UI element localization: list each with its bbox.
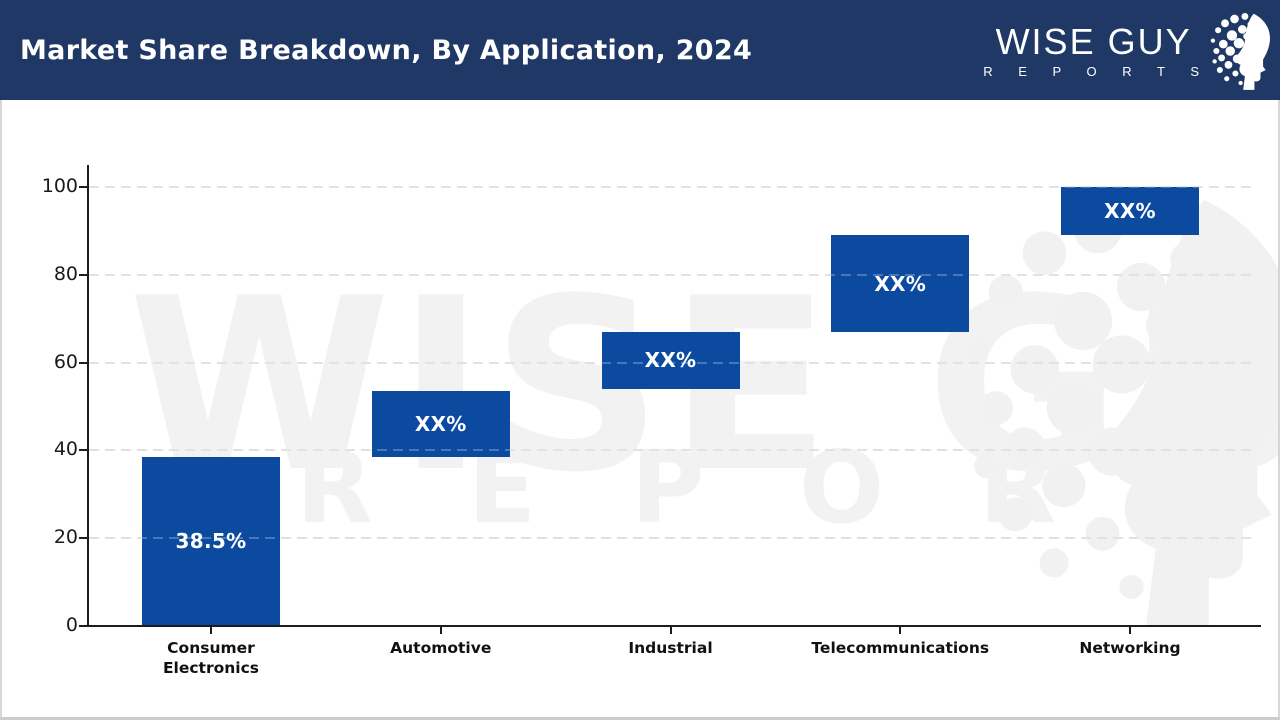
gridline-overlay-60 [89, 361, 1252, 364]
bar-value-label-industrial: XX% [644, 348, 697, 373]
bar-automotive: XX% [371, 391, 510, 457]
bar-networking: XX% [1061, 187, 1199, 236]
y-tick-0 [79, 625, 87, 627]
y-tick-label-40: 40 [53, 438, 78, 461]
gridline-40 [89, 449, 1252, 452]
gridline-overlay-100 [89, 186, 1252, 188]
bar-value-label-telecommunications: XX% [874, 271, 927, 296]
page-title: Market Share Breakdown, By Application, … [20, 34, 753, 66]
bar-industrial: XX% [601, 331, 740, 389]
y-tick-80 [79, 273, 87, 276]
gridline-overlay-80 [89, 273, 1252, 276]
y-tick-label-60: 60 [53, 350, 78, 373]
brand-subname: R E P O R T S [983, 64, 1210, 79]
x-axis-line [87, 625, 1261, 627]
gridline-80 [89, 273, 1252, 276]
bar-telecommunications: XX% [831, 235, 970, 332]
y-tick-label-80: 80 [53, 262, 78, 285]
gridline-overlay-40 [89, 449, 1252, 452]
brand-text: WISE GUY R E P O R T S [977, 22, 1210, 80]
header: Market Share Breakdown, By Application, … [0, 0, 1280, 100]
gridline-100 [89, 186, 1252, 188]
y-tick-label-100: 100 [41, 175, 78, 197]
x-category-label-industrial: Industrial [628, 639, 713, 657]
x-tick-consumer-electronics [210, 627, 212, 634]
x-category-label-networking: Networking [1079, 639, 1181, 657]
x-tick-industrial [669, 627, 672, 634]
bar-consumer-electronics: 38.5% [142, 456, 280, 626]
y-tick-60 [79, 361, 87, 364]
y-tick-label-0: 0 [65, 614, 78, 636]
y-tick-label-20: 20 [53, 526, 78, 549]
x-tick-automotive [439, 627, 442, 634]
bar-value-label-automotive: XX% [414, 412, 467, 437]
y-axis-line [87, 165, 89, 627]
gridline-overlay-20 [89, 537, 1252, 540]
y-tick-40 [79, 449, 87, 452]
gridline-20 [89, 537, 1252, 540]
y-tick-100 [79, 186, 87, 188]
x-category-label-telecommunications: Telecommunications [811, 639, 990, 657]
brand-logo: WISE GUY R E P O R T S [977, 8, 1270, 94]
x-category-label-consumer-electronics: Consumer Electronics [162, 639, 260, 677]
x-tick-networking [1129, 627, 1131, 634]
brand-name: WISE GUY [995, 21, 1192, 62]
x-tick-telecommunications [899, 627, 902, 634]
x-category-label-automotive: Automotive [390, 639, 492, 657]
bar-value-label-consumer-electronics: 38.5% [175, 529, 247, 554]
bar-value-label-networking: XX% [1104, 199, 1156, 224]
brand-head-icon [1206, 10, 1270, 92]
y-tick-20 [79, 537, 87, 540]
